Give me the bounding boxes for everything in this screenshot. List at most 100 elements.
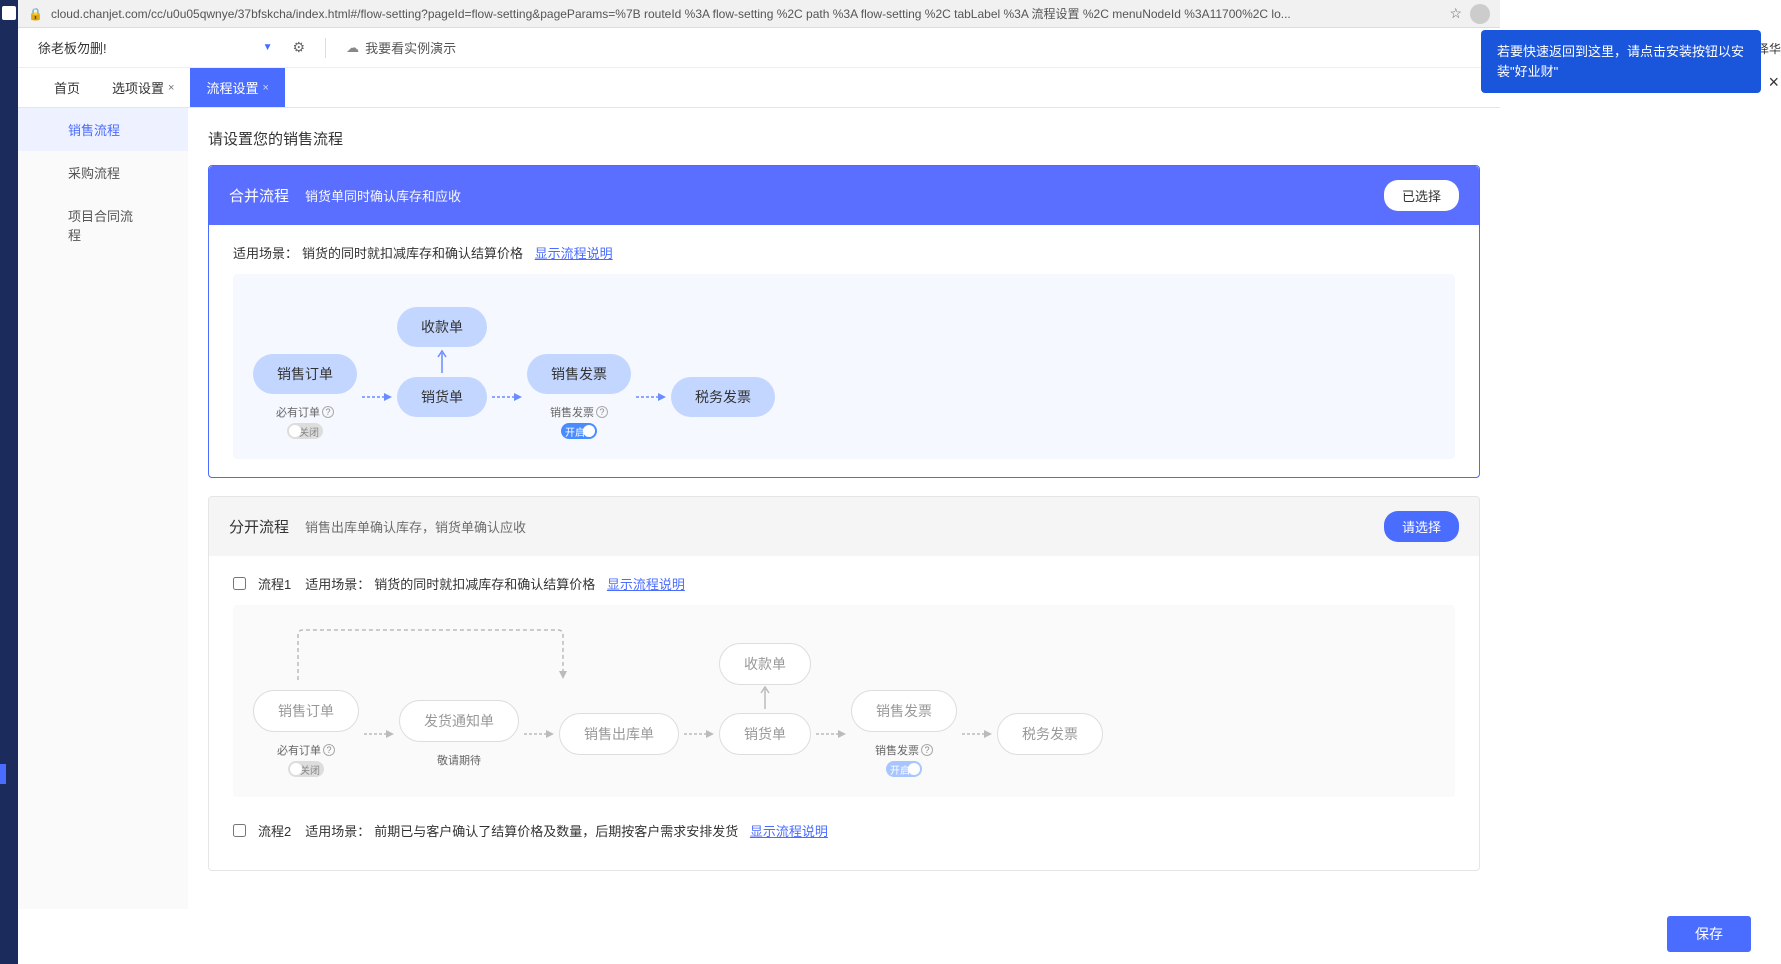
star-icon[interactable]: ☆: [1449, 5, 1462, 22]
arrow-up-icon: [436, 347, 448, 376]
show-flow-link[interactable]: 显示流程说明: [750, 821, 828, 840]
sidebar: 销售流程采购流程项目合同流程: [18, 108, 188, 909]
sidebar-item[interactable]: 销售流程: [18, 108, 188, 151]
node-sales-slip: 销货单: [397, 377, 487, 417]
help-icon[interactable]: ?: [596, 406, 608, 418]
opt-label: 必有订单: [277, 742, 321, 758]
lock-icon: 🔒: [28, 7, 43, 21]
org-selector[interactable]: 徐老板勿删! ▼: [38, 38, 273, 57]
tab[interactable]: 流程设置 ×: [190, 68, 284, 107]
opt-label: 必有订单: [276, 404, 320, 420]
scenario-text: 前期已与客户确认了结算价格及数量，后期按客户需求安排发货: [374, 821, 738, 840]
scenario-text: 销货的同时就扣减库存和确认结算价格: [374, 574, 595, 593]
node-tax-invoice: 税务发票: [997, 713, 1103, 755]
node-sales-order: 销售订单: [253, 354, 357, 394]
demo-link[interactable]: ☁ 我要看实例演示: [346, 38, 456, 57]
arrow-icon: [357, 391, 397, 403]
tabs-bar: 首页 选项设置 × 流程设置 ×: [18, 68, 1500, 108]
help-icon[interactable]: ?: [921, 744, 933, 756]
dashed-arrow: [293, 625, 573, 685]
footer: 保存: [1637, 904, 1781, 964]
tab[interactable]: 选项设置 ×: [96, 68, 190, 107]
merged-subtitle: 销货单同时确认库存和应收: [305, 186, 1384, 205]
chevron-down-icon: ▼: [263, 42, 273, 53]
split-flow-header: 分开流程 销售出库单确认库存，销货单确认应收 请选择: [209, 497, 1479, 556]
node-tax-invoice: 税务发票: [671, 377, 775, 417]
opt-label: 销售发票: [550, 404, 594, 420]
show-flow-link[interactable]: 显示流程说明: [535, 243, 613, 262]
flow2-checkbox[interactable]: [233, 824, 246, 837]
node-sales-order: 销售订单: [253, 690, 359, 732]
sales-invoice-toggle[interactable]: 开启: [561, 423, 597, 439]
arrow-icon: [679, 728, 719, 740]
split-title: 分开流程: [229, 516, 289, 537]
merged-title: 合并流程: [229, 185, 289, 206]
merged-flow-header: 合并流程 销货单同时确认库存和应收 已选择: [209, 166, 1479, 225]
rail-indicator: [0, 764, 6, 784]
gear-icon[interactable]: ⚙: [293, 39, 306, 56]
node-delivery-notice: 发货通知单: [399, 700, 519, 742]
install-tooltip: 若要快速返回到这里，请点击安装按钮以安装"好业财": [1481, 30, 1761, 93]
arrow-icon: [631, 391, 671, 403]
node-sales-slip: 销货单: [719, 713, 811, 755]
node-sales-invoice: 销售发票: [851, 690, 957, 732]
scenario-label: 适用场景：: [305, 574, 370, 593]
org-name: 徐老板勿删!: [38, 38, 107, 57]
flow2-scenario: 流程2 适用场景： 前期已与客户确认了结算价格及数量，后期按客户需求安排发货 显…: [233, 821, 1455, 840]
help-icon[interactable]: ?: [322, 406, 334, 418]
close-icon[interactable]: ×: [1768, 72, 1779, 93]
scenario-text: 销货的同时就扣减库存和确认结算价格: [302, 243, 523, 262]
split-subtitle: 销售出库单确认库存，销货单确认应收: [305, 517, 1384, 536]
arrow-icon: [811, 728, 851, 740]
merged-select-button[interactable]: 已选择: [1384, 180, 1459, 211]
split-select-button[interactable]: 请选择: [1384, 511, 1459, 542]
url-bar: 🔒 cloud.chanjet.com/cc/u0u05qwnye/37bfsk…: [18, 0, 1500, 28]
node-sales-invoice: 销售发票: [527, 354, 631, 394]
order-required-toggle[interactable]: 关闭: [287, 423, 323, 439]
split-flow-card: 分开流程 销售出库单确认库存，销货单确认应收 请选择 流程1 适用场景： 销货的…: [208, 496, 1480, 871]
opt-label: 销售发票: [875, 742, 919, 758]
close-icon[interactable]: ×: [262, 82, 268, 94]
page-title: 请设置您的销售流程: [208, 128, 1480, 149]
flow1-scenario: 流程1 适用场景： 销货的同时就扣减库存和确认结算价格 显示流程说明: [233, 574, 1455, 593]
tab-label: 选项设置: [112, 78, 164, 97]
sidebar-item[interactable]: 采购流程: [18, 151, 188, 194]
demo-text: 我要看实例演示: [365, 38, 456, 57]
node-outbound: 销售出库单: [559, 713, 679, 755]
tab-label: 首页: [54, 78, 80, 97]
flow1-checkbox[interactable]: [233, 577, 246, 590]
help-icon[interactable]: ?: [323, 744, 335, 756]
cloud-icon: ☁: [346, 40, 359, 56]
arrow-icon: [957, 728, 997, 740]
flow2-name: 流程2: [258, 821, 291, 840]
merged-flow-card: 合并流程 销货单同时确认库存和应收 已选择 适用场景： 销货的同时就扣减库存和确…: [208, 165, 1480, 478]
tab[interactable]: 首页: [38, 68, 96, 107]
scenario-label: 适用场景：: [305, 821, 370, 840]
arrow-icon: [359, 728, 399, 740]
close-icon[interactable]: ×: [168, 82, 174, 94]
arrow-icon: [519, 728, 559, 740]
node-receipt: 收款单: [397, 307, 487, 347]
url-text: cloud.chanjet.com/cc/u0u05qwnye/37bfskch…: [51, 5, 1441, 22]
sidebar-item[interactable]: 项目合同流程: [18, 194, 188, 256]
arrow-up-icon: [759, 683, 771, 712]
tab-label: 流程设置: [206, 78, 258, 97]
content: 请设置您的销售流程 合并流程 销货单同时确认库存和应收 已选择 适用场景： 销货…: [188, 108, 1500, 909]
sales-invoice-toggle[interactable]: 开启: [886, 761, 922, 777]
flow1-diagram: 销售订单 必有订单? 关闭 发货通知单 敬请期待: [233, 605, 1455, 797]
arrow-icon: [487, 391, 527, 403]
save-button[interactable]: 保存: [1667, 916, 1751, 952]
order-required-toggle[interactable]: 关闭: [288, 761, 324, 777]
merged-diagram: 销售订单 必有订单? 关闭 收款单 销货单: [233, 274, 1455, 459]
topbar: 徐老板勿删! ▼ ⚙ ☁ 我要看实例演示: [18, 28, 1500, 68]
scenario-label: 适用场景：: [233, 243, 298, 262]
separator: [325, 38, 326, 58]
logo-icon: [2, 6, 16, 20]
avatar-icon[interactable]: [1470, 4, 1490, 24]
merged-scenario: 适用场景： 销货的同时就扣减库存和确认结算价格 显示流程说明: [233, 243, 1455, 262]
opt-label: 敬请期待: [437, 752, 481, 768]
left-rail: [0, 0, 18, 964]
node-receipt: 收款单: [719, 643, 811, 685]
show-flow-link[interactable]: 显示流程说明: [607, 574, 685, 593]
flow1-name: 流程1: [258, 574, 291, 593]
